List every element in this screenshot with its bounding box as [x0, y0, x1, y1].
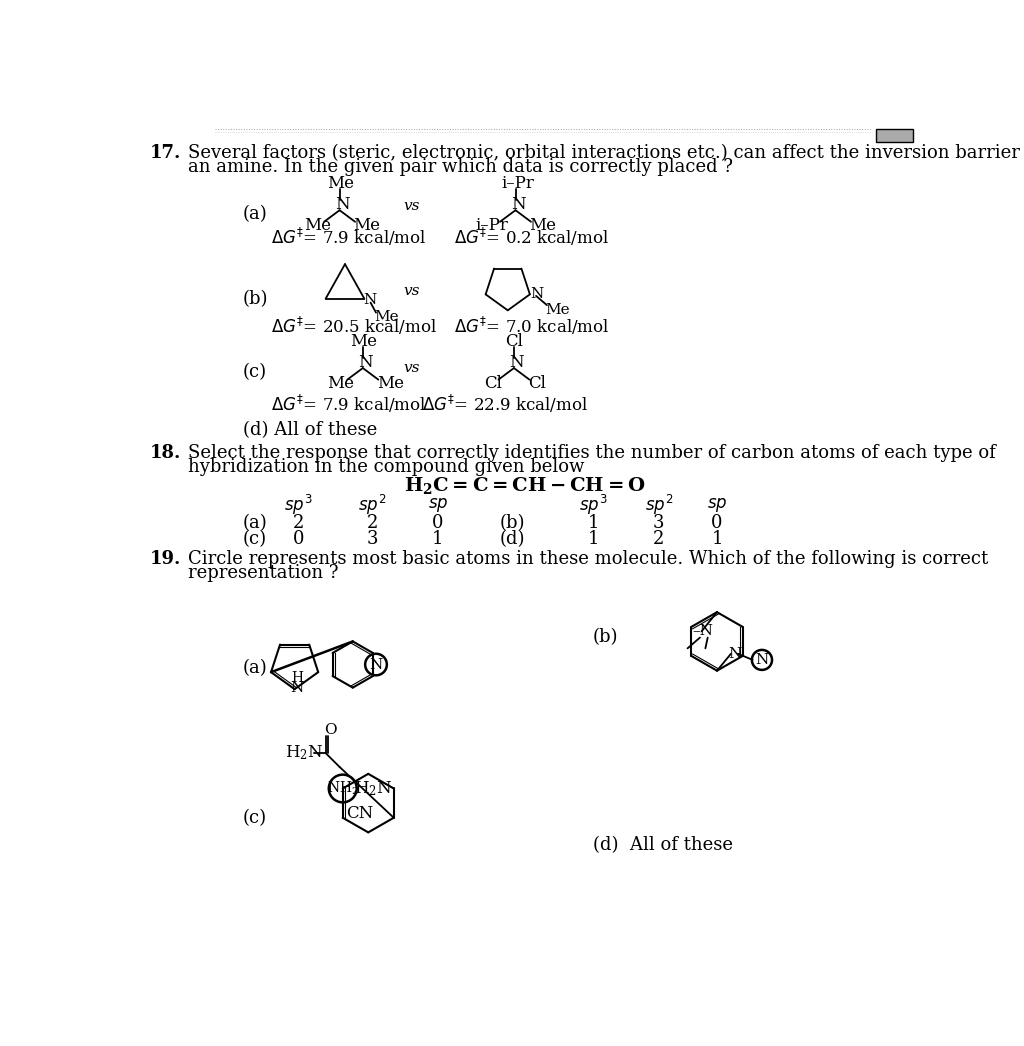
- Text: representation ?: representation ?: [188, 564, 339, 582]
- Text: $\mathregular{NH_2}$: $\mathregular{NH_2}$: [327, 779, 358, 797]
- Text: 1: 1: [587, 514, 599, 531]
- Text: $sp$: $sp$: [707, 496, 727, 515]
- Text: Circle represents most basic atoms in these molecule. Which of the following is : Circle represents most basic atoms in th…: [188, 550, 989, 568]
- Text: Me: Me: [546, 302, 570, 317]
- Text: Me: Me: [529, 218, 556, 234]
- Text: N: N: [370, 658, 383, 672]
- Text: (a): (a): [243, 514, 267, 531]
- Text: $sp^3$: $sp^3$: [285, 493, 312, 517]
- Text: $\Delta G^{\ddagger}$= 0.2 kcal/mol: $\Delta G^{\ddagger}$= 0.2 kcal/mol: [454, 226, 608, 248]
- Text: Me: Me: [328, 374, 354, 392]
- Text: 2: 2: [653, 530, 665, 548]
- Text: $sp^2$: $sp^2$: [645, 493, 673, 517]
- Text: (a): (a): [243, 205, 267, 223]
- Text: 17.: 17.: [150, 144, 181, 162]
- Text: 0: 0: [293, 530, 304, 548]
- Text: Select the response that correctly identifies the number of carbon atoms of each: Select the response that correctly ident…: [188, 444, 996, 461]
- Text: (b): (b): [500, 514, 525, 531]
- Text: Cl: Cl: [528, 374, 546, 392]
- Text: vs: vs: [403, 361, 420, 376]
- Text: Me: Me: [304, 218, 331, 234]
- Text: (b): (b): [593, 629, 618, 646]
- Text: Cl: Cl: [484, 374, 503, 392]
- Text: N: N: [530, 288, 544, 301]
- Text: N: N: [509, 355, 524, 371]
- Text: $\Delta G^{\ddagger}$= 22.9 kcal/mol: $\Delta G^{\ddagger}$= 22.9 kcal/mol: [423, 393, 589, 415]
- Text: N: N: [335, 197, 349, 213]
- Text: 1: 1: [432, 530, 443, 548]
- Text: 2: 2: [293, 514, 304, 531]
- Text: H: H: [292, 672, 303, 685]
- Text: 1: 1: [712, 530, 723, 548]
- Text: i–Pr: i–Pr: [475, 218, 508, 234]
- Text: 1: 1: [587, 530, 599, 548]
- Text: N: N: [362, 293, 376, 308]
- Text: (a): (a): [243, 659, 267, 678]
- Text: 3: 3: [653, 514, 665, 531]
- Text: Me: Me: [350, 333, 378, 349]
- Text: $\Delta G^{\ddagger}$= 7.9 kcal/mol: $\Delta G^{\ddagger}$= 7.9 kcal/mol: [271, 226, 427, 248]
- Text: –N: –N: [692, 624, 713, 638]
- Text: 2: 2: [367, 514, 378, 531]
- Text: $\mathregular{H_2N}$: $\mathregular{H_2N}$: [354, 779, 392, 798]
- Text: $sp^2$: $sp^2$: [358, 493, 386, 517]
- Text: vs: vs: [403, 285, 420, 298]
- Text: $\Delta G^{\ddagger}$= 7.0 kcal/mol: $\Delta G^{\ddagger}$= 7.0 kcal/mol: [454, 315, 609, 337]
- Text: N: N: [729, 646, 741, 661]
- Text: $sp$: $sp$: [428, 496, 449, 515]
- Text: (c): (c): [243, 530, 267, 548]
- Text: Me: Me: [377, 374, 403, 392]
- Text: N: N: [756, 653, 769, 667]
- Text: hybridization in the compound given below: hybridization in the compound given belo…: [188, 458, 585, 476]
- Text: CN: CN: [346, 805, 374, 822]
- Text: $\mathregular{H_2C=C=CH-CH=O}$: $\mathregular{H_2C=C=CH-CH=O}$: [404, 475, 645, 497]
- Text: 18.: 18.: [150, 444, 181, 461]
- Text: 0: 0: [432, 514, 443, 531]
- Text: $sp^3$: $sp^3$: [579, 493, 607, 517]
- Text: Cl: Cl: [505, 333, 522, 349]
- Text: vs: vs: [403, 200, 420, 213]
- Text: (c): (c): [243, 363, 267, 381]
- Text: $\Delta G^{\ddagger}$= 20.5 kcal/mol: $\Delta G^{\ddagger}$= 20.5 kcal/mol: [271, 315, 437, 337]
- Text: Several factors (steric, electronic, orbital interactions etc.) can affect the i: Several factors (steric, electronic, orb…: [188, 144, 1024, 162]
- Text: $\mathregular{H_2N}$: $\mathregular{H_2N}$: [285, 744, 323, 763]
- Text: O: O: [324, 723, 337, 737]
- Text: i–Pr: i–Pr: [502, 175, 535, 191]
- Text: (d) All of these: (d) All of these: [243, 420, 377, 438]
- FancyBboxPatch shape: [876, 129, 913, 142]
- Text: (b): (b): [243, 290, 268, 308]
- Text: 19.: 19.: [150, 550, 181, 568]
- Text: $\Delta G^{\ddagger}$= 7.9 kcal/mol: $\Delta G^{\ddagger}$= 7.9 kcal/mol: [271, 393, 427, 415]
- Text: N: N: [290, 681, 303, 696]
- Text: (d): (d): [500, 530, 525, 548]
- Text: Me: Me: [353, 218, 381, 234]
- Text: (c): (c): [243, 810, 267, 827]
- Text: N: N: [511, 197, 525, 213]
- Text: N: N: [358, 355, 373, 371]
- Text: 0: 0: [712, 514, 723, 531]
- Text: 3: 3: [367, 530, 378, 548]
- Text: Me: Me: [375, 311, 399, 324]
- Text: an amine. In the given pair which data is correctly placed ?: an amine. In the given pair which data i…: [188, 158, 733, 176]
- Text: (d)  All of these: (d) All of these: [593, 837, 733, 855]
- Text: Me: Me: [328, 175, 354, 191]
